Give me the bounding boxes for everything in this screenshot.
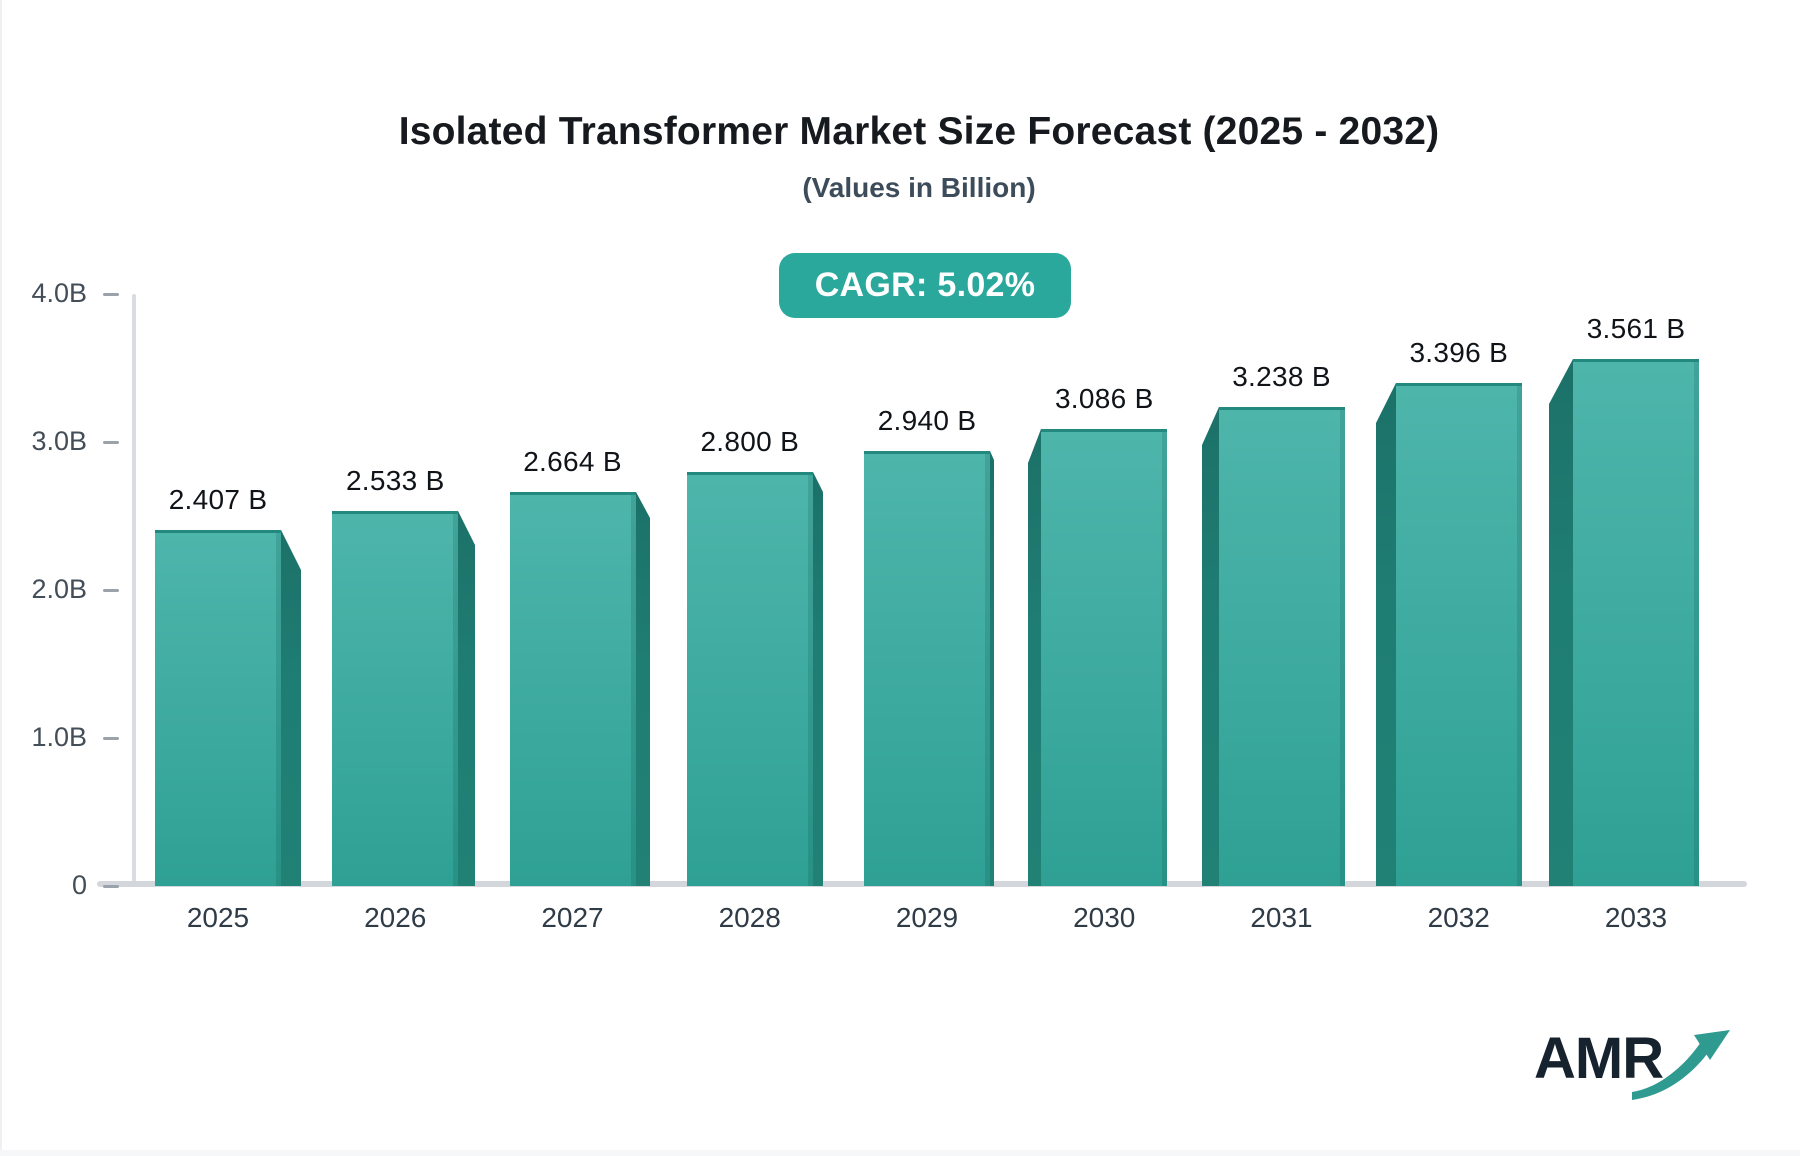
bar-side-2029 (990, 451, 994, 886)
y-axis-label: 3.0B (31, 426, 87, 456)
y-axis-tick (103, 293, 119, 296)
bar-2033 (1573, 359, 1699, 886)
x-axis-label: 2027 (541, 902, 604, 933)
cagr-badge: CAGR: 5.02% (778, 253, 1072, 318)
cagr-badge-row: CAGR: 5.02% (2, 253, 1800, 318)
bar-side-2027 (636, 492, 650, 886)
x-axis-label: 2028 (718, 902, 781, 933)
bar-value-label: 2.664 B (523, 446, 622, 477)
y-axis-line (132, 294, 136, 886)
y-axis-tick (103, 885, 119, 888)
x-axis-label: 2031 (1250, 902, 1313, 933)
bar-side-2025 (281, 530, 301, 886)
y-axis-tick (103, 737, 119, 740)
y-axis-label: 2.0B (31, 574, 87, 604)
y-axis-tick (103, 441, 119, 444)
bar-value-label: 2.940 B (877, 405, 977, 436)
y-axis-label: 0 (71, 870, 87, 900)
y-axis-label: 1.0B (31, 722, 87, 752)
bar-value-label: 3.238 B (1232, 361, 1331, 392)
y-axis-tick (103, 589, 119, 592)
bar-2028 (687, 472, 813, 886)
bar-value-label: 3.086 B (1054, 383, 1154, 414)
page-subtitle: (Values in Billion) (802, 172, 1036, 203)
bar-side-2033 (1549, 359, 1573, 886)
bar-2031 (1219, 407, 1345, 886)
bar-value-label: 2.407 B (168, 484, 268, 515)
bar-2032 (1396, 383, 1522, 886)
bar-side-2031 (1202, 407, 1219, 886)
bar-side-2028 (813, 472, 823, 886)
bar-side-2032 (1376, 383, 1396, 886)
bar-2025 (155, 530, 281, 886)
amr-logo: AMR (1534, 1030, 1764, 1120)
x-axis-label: 2026 (364, 902, 427, 933)
y-axis-label: 4.0B (31, 278, 87, 308)
bar-side-2030 (1028, 429, 1041, 886)
bar-value-label: 3.396 B (1409, 337, 1509, 368)
bar-2027 (510, 492, 636, 886)
amr-logo-text: AMR (1534, 1026, 1664, 1091)
bar-value-label: 2.533 B (345, 465, 445, 496)
growth-arrow-icon (1632, 1030, 1730, 1100)
x-axis-label: 2029 (895, 902, 959, 933)
bar-value-label: 2.800 B (700, 426, 800, 457)
x-axis-label: 2033 (1604, 902, 1668, 933)
bar-2026 (332, 511, 458, 886)
x-axis-label: 2032 (1427, 902, 1490, 933)
bar-2030 (1041, 429, 1167, 886)
x-axis-label: 2030 (1073, 902, 1136, 933)
page-title: Isolated Transformer Market Size Forecas… (398, 110, 1440, 153)
bar-side-2026 (458, 511, 475, 886)
bar-value-label: 3.561 B (1586, 313, 1686, 344)
x-axis-label: 2025 (186, 902, 250, 933)
bar-2029 (864, 451, 990, 886)
